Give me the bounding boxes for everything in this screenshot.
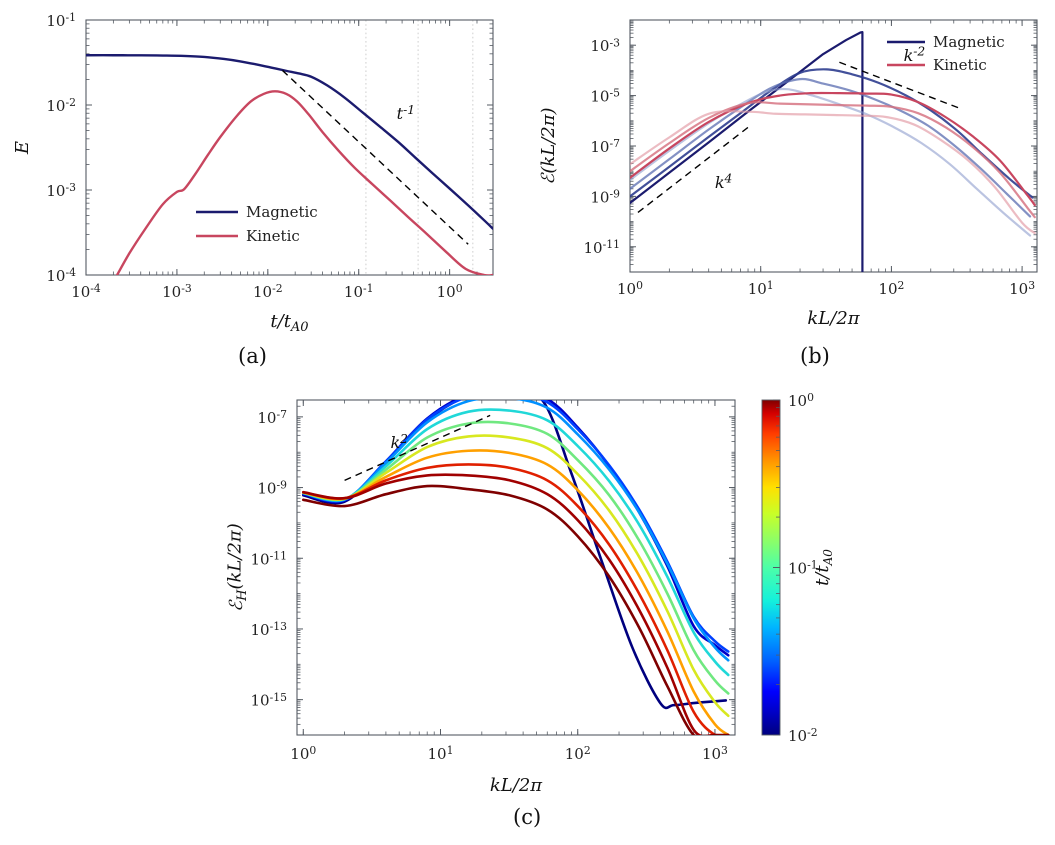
panel-a-axes-frame bbox=[85, 19, 494, 276]
tick-label: 10-3 bbox=[46, 181, 76, 200]
guide-line-k2 bbox=[344, 414, 491, 481]
series-magnetic bbox=[86, 54, 493, 230]
panel-a-ylabel: E bbox=[12, 141, 33, 155]
series-t-0p16 bbox=[301, 449, 730, 735]
panel-label-a: (a) bbox=[238, 344, 267, 368]
series-t-0p03 bbox=[301, 400, 730, 662]
panel-c-xlabel: kL/2π bbox=[490, 775, 543, 796]
tick-label: 10-4 bbox=[71, 282, 101, 301]
tick-label: 10-13 bbox=[251, 620, 288, 639]
legend-label-kinetic: Kinetic bbox=[933, 56, 987, 74]
series-kinetic-t3 bbox=[630, 110, 1036, 235]
tick-label: 101 bbox=[428, 744, 454, 763]
tick-label: 103 bbox=[702, 744, 728, 763]
guide-line-t-inverse bbox=[282, 69, 469, 245]
series-t-0p02 bbox=[301, 400, 730, 653]
tick-label: 10-5 bbox=[590, 87, 620, 106]
tick-label: 10-4 bbox=[46, 266, 76, 285]
tick-label: 100 bbox=[437, 282, 463, 301]
series-magnetic-t0-initial-truncated- bbox=[630, 31, 864, 272]
tick-label: 100 bbox=[788, 391, 814, 410]
tick-label: 10-11 bbox=[584, 238, 620, 257]
panel-c-ylabel: ℰH(kL/2π) bbox=[225, 523, 250, 612]
tick-label: 10-7 bbox=[590, 137, 620, 156]
tick-label: 100 bbox=[617, 279, 643, 298]
legend-label-kinetic: Kinetic bbox=[246, 227, 300, 245]
series-magnetic-t1 bbox=[630, 68, 1034, 199]
colorbar-label: t/tA0 bbox=[812, 549, 835, 586]
panel-label-b: (b) bbox=[800, 344, 830, 368]
math-annotation: k4 bbox=[715, 172, 733, 192]
tick-label: 10-1 bbox=[46, 11, 76, 30]
tick-label: 10-2 bbox=[788, 726, 818, 745]
tick-label: 10-7 bbox=[257, 408, 287, 427]
guide-line-1 bbox=[839, 61, 960, 109]
tick-label: 10-2 bbox=[46, 96, 76, 115]
series-kinetic-t2 bbox=[630, 101, 1036, 219]
tick-label: 10-1 bbox=[344, 282, 374, 301]
panel-c-chart: 100 101 102 103 10-7 10-9 10-11 10-13 10-15 k2 kL/… bbox=[225, 391, 835, 796]
tick-label: 10-9 bbox=[257, 479, 287, 498]
guide-line-0 bbox=[637, 124, 752, 214]
panel-b-chart: 100 101 102 103 10-3 10-5 10-7 10-9 10-11 k4 k-2 kL… bbox=[538, 19, 1038, 329]
panel-label-c: (c) bbox=[513, 805, 542, 829]
series-t-0p3 bbox=[301, 463, 730, 735]
tick-label: 102 bbox=[878, 279, 904, 298]
panel-b-xlabel: kL/2π bbox=[807, 308, 860, 329]
tick-label: 103 bbox=[1009, 279, 1035, 298]
tick-label: 10-2 bbox=[253, 282, 283, 301]
legend-label-magnetic: Magnetic bbox=[933, 33, 1005, 51]
tick-label: 10-3 bbox=[590, 36, 620, 55]
series-t-0p55 bbox=[301, 473, 730, 735]
series-magnetic-t2 bbox=[630, 77, 1032, 218]
series-t-0p045 bbox=[301, 408, 730, 677]
tick-label: 10-15 bbox=[251, 691, 288, 710]
series-kinetic bbox=[115, 90, 493, 275]
math-annotation: t-1 bbox=[397, 103, 415, 123]
series-t-0p014 bbox=[301, 400, 730, 657]
tick-label: 102 bbox=[565, 744, 591, 763]
tick-label: 101 bbox=[748, 279, 774, 298]
tick-label: 10-1 bbox=[788, 559, 818, 578]
panel-a-chart: 10-4 10-3 10-2 10-1 100 10-1 10-2 10-3 10-4 t-1 t/… bbox=[12, 11, 494, 335]
legend-label-magnetic: Magnetic bbox=[246, 203, 318, 221]
series-t-0p1 bbox=[301, 434, 730, 718]
panel-a-xlabel: t/tA0 bbox=[270, 311, 308, 335]
math-annotation: k2 bbox=[390, 432, 408, 452]
tick-label: 10-3 bbox=[162, 282, 192, 301]
series-t-0p065 bbox=[301, 420, 730, 695]
tick-label: 10-9 bbox=[590, 188, 620, 207]
series-t-1 bbox=[301, 484, 730, 735]
panel-b-ylabel: ℰ(kL/2π) bbox=[538, 107, 559, 184]
tick-label: 100 bbox=[290, 744, 316, 763]
series-kinetic-t1 bbox=[630, 91, 1036, 207]
tick-label: 10-11 bbox=[251, 549, 287, 568]
math-annotation: k-2 bbox=[904, 45, 926, 65]
